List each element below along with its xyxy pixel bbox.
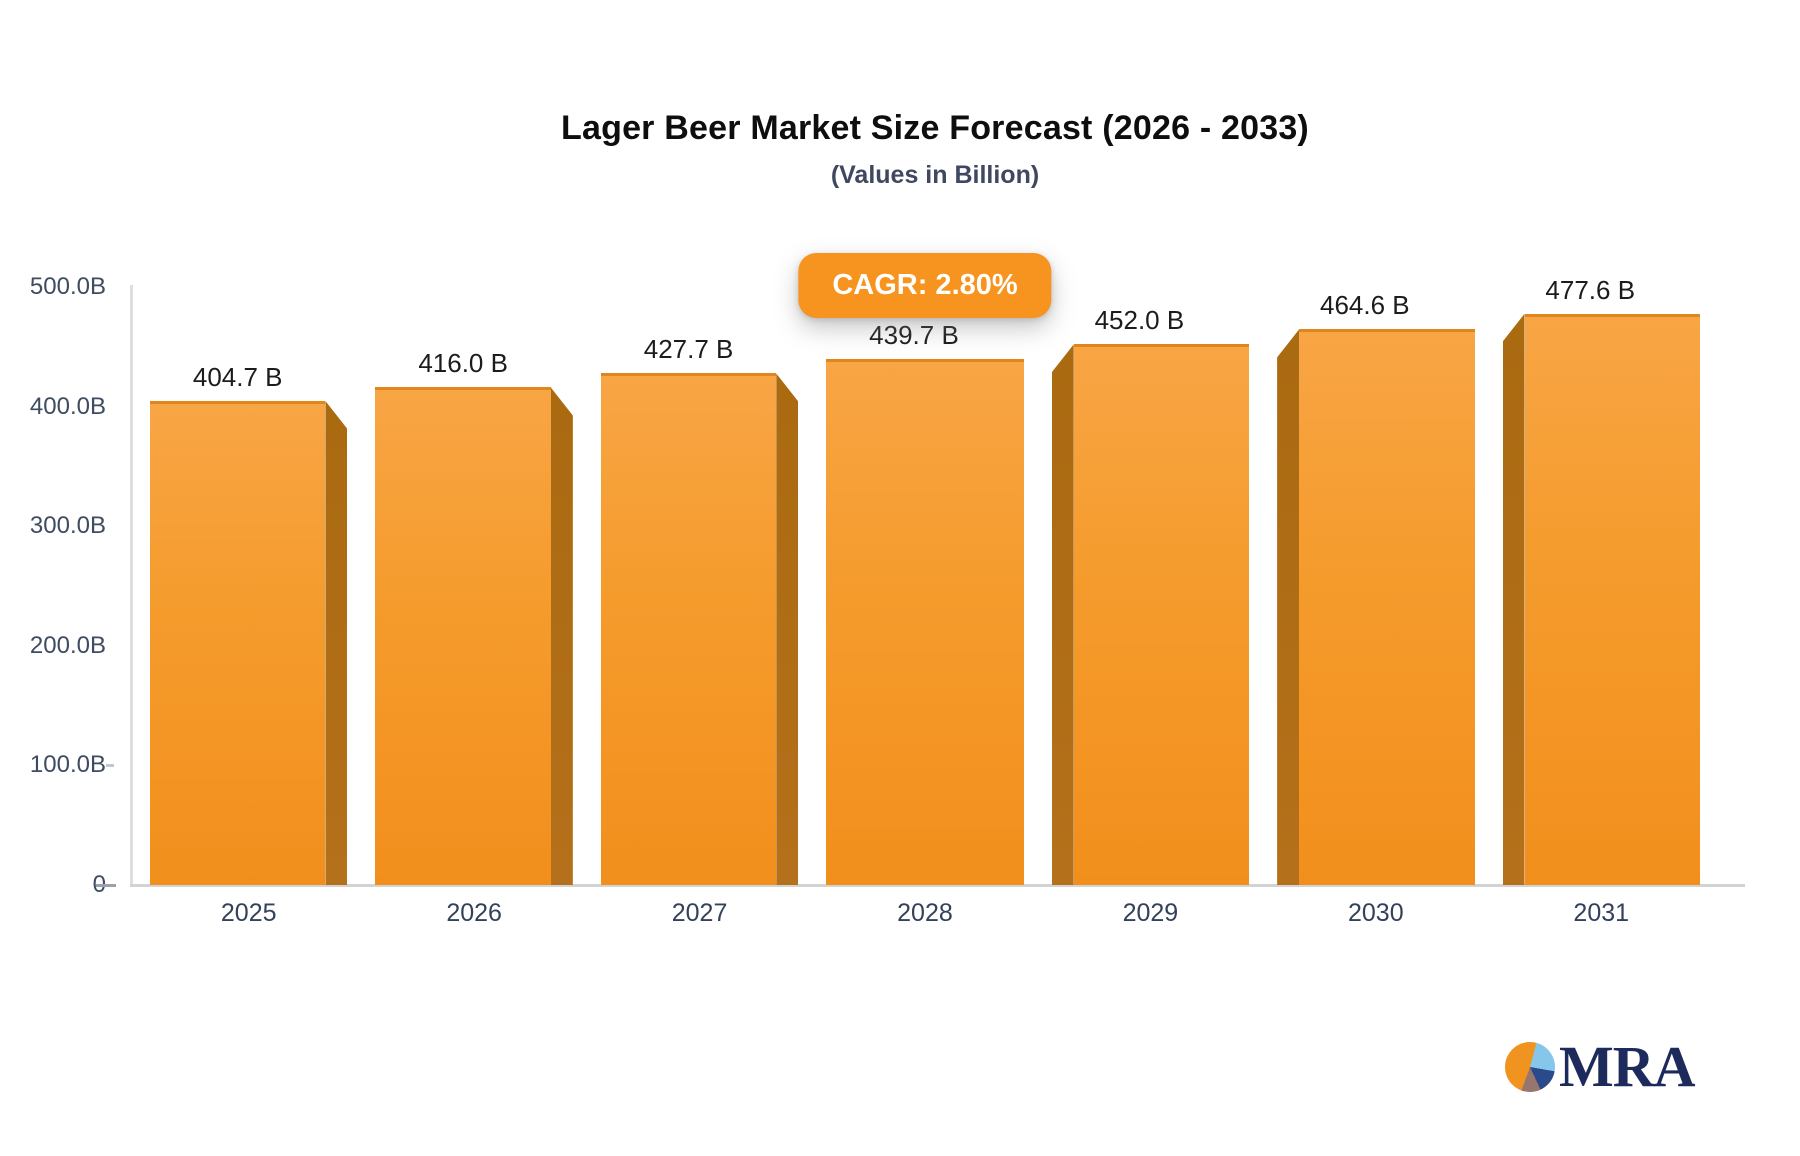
bar-2030[interactable]: 464.6 B xyxy=(1277,290,1475,885)
bar-2028[interactable]: 439.7 B xyxy=(826,320,1024,885)
bar-2027[interactable]: 427.7 B xyxy=(600,334,799,885)
bar-3d-side-face xyxy=(1277,329,1300,885)
bar-value-label: 452.0 B xyxy=(1094,305,1185,336)
bar-value-label: 439.7 B xyxy=(869,320,959,351)
x-axis-tick-label: 2031 xyxy=(1573,899,1630,927)
x-axis-tick-label: 2026 xyxy=(446,899,502,927)
y-axis-tick-label: 300.0B xyxy=(29,512,106,540)
bar-front-face xyxy=(1524,313,1700,885)
bar-2025[interactable]: 404.7 B xyxy=(150,362,348,885)
bar-2029[interactable]: 452.0 B xyxy=(1051,305,1250,885)
y-axis-line xyxy=(130,285,133,887)
bar-front-face xyxy=(150,400,326,885)
chart-subtitle: (Values in Billion) xyxy=(830,161,1040,189)
x-axis-line xyxy=(130,884,1745,887)
bar-3d-side-face xyxy=(550,387,573,885)
chart-title: Lager Beer Market Size Forecast (2026 - … xyxy=(561,109,1309,147)
y-axis-tick-mark xyxy=(106,764,114,768)
y-axis-tick-label: 100.0B xyxy=(29,751,106,779)
y-axis-tick-label: 500.0B xyxy=(29,273,106,300)
bar-3d-side-face xyxy=(1051,344,1074,885)
cagr-badge: CAGR: 2.80% xyxy=(798,253,1052,318)
bar-cell-2031: 477.6 B 2031 xyxy=(1502,275,1700,927)
bar-value-label: 404.7 B xyxy=(192,361,283,392)
x-axis-tick-label: 2027 xyxy=(671,899,728,927)
bar-cell-2030: 464.6 B 2030 xyxy=(1277,287,1475,927)
x-axis-tick-label: 2025 xyxy=(220,899,277,927)
bar-value-label: 477.6 B xyxy=(1545,274,1636,305)
bar-value-label: 416.0 B xyxy=(418,348,508,379)
bar-cell-2028: 439.7 B 2028 xyxy=(826,287,1024,927)
bar-front-face xyxy=(375,387,551,885)
bar-cell-2029: 452.0 B 2029 xyxy=(1051,287,1250,927)
bar-2031[interactable]: 477.6 B xyxy=(1502,275,1700,885)
y-axis-tick-label: 400.0B xyxy=(29,392,106,420)
bar-front-face xyxy=(826,359,1024,885)
bar-3d-side-face xyxy=(325,400,348,885)
bar-value-label: 464.6 B xyxy=(1320,290,1410,321)
brand-logo-text: MRA xyxy=(1559,1034,1696,1099)
bar-cell-2026: 416.0 B 2026 xyxy=(375,287,573,927)
bar-front-face xyxy=(600,373,777,885)
y-axis-tick-label: 200.0B xyxy=(29,631,106,659)
bar-front-face xyxy=(1299,329,1475,885)
bars-plot-area: 404.7 B 2025 416.0 B 2026 427.7 B 2027 439.7 B… xyxy=(150,275,1700,927)
bar-cell-2025: 404.7 B 2025 xyxy=(150,287,348,927)
y-axis-tick-label: 0 xyxy=(0,870,106,900)
bar-value-label: 427.7 B xyxy=(643,334,734,365)
x-axis-tick-label: 2028 xyxy=(897,899,953,927)
x-axis-tick-label: 2029 xyxy=(1122,899,1179,927)
x-axis-tick-label: 2030 xyxy=(1348,899,1404,927)
brand-logo: MRA xyxy=(1505,1034,1696,1099)
bar-2026[interactable]: 416.0 B xyxy=(375,348,573,885)
bar-front-face xyxy=(1073,344,1250,885)
y-axis-tick-mark xyxy=(96,884,116,887)
bar-cell-2027: 427.7 B 2027 xyxy=(600,287,799,927)
bar-3d-side-face xyxy=(1502,313,1525,885)
bar-3d-side-face xyxy=(776,373,799,885)
pie-chart-logo-icon xyxy=(1505,1042,1555,1092)
